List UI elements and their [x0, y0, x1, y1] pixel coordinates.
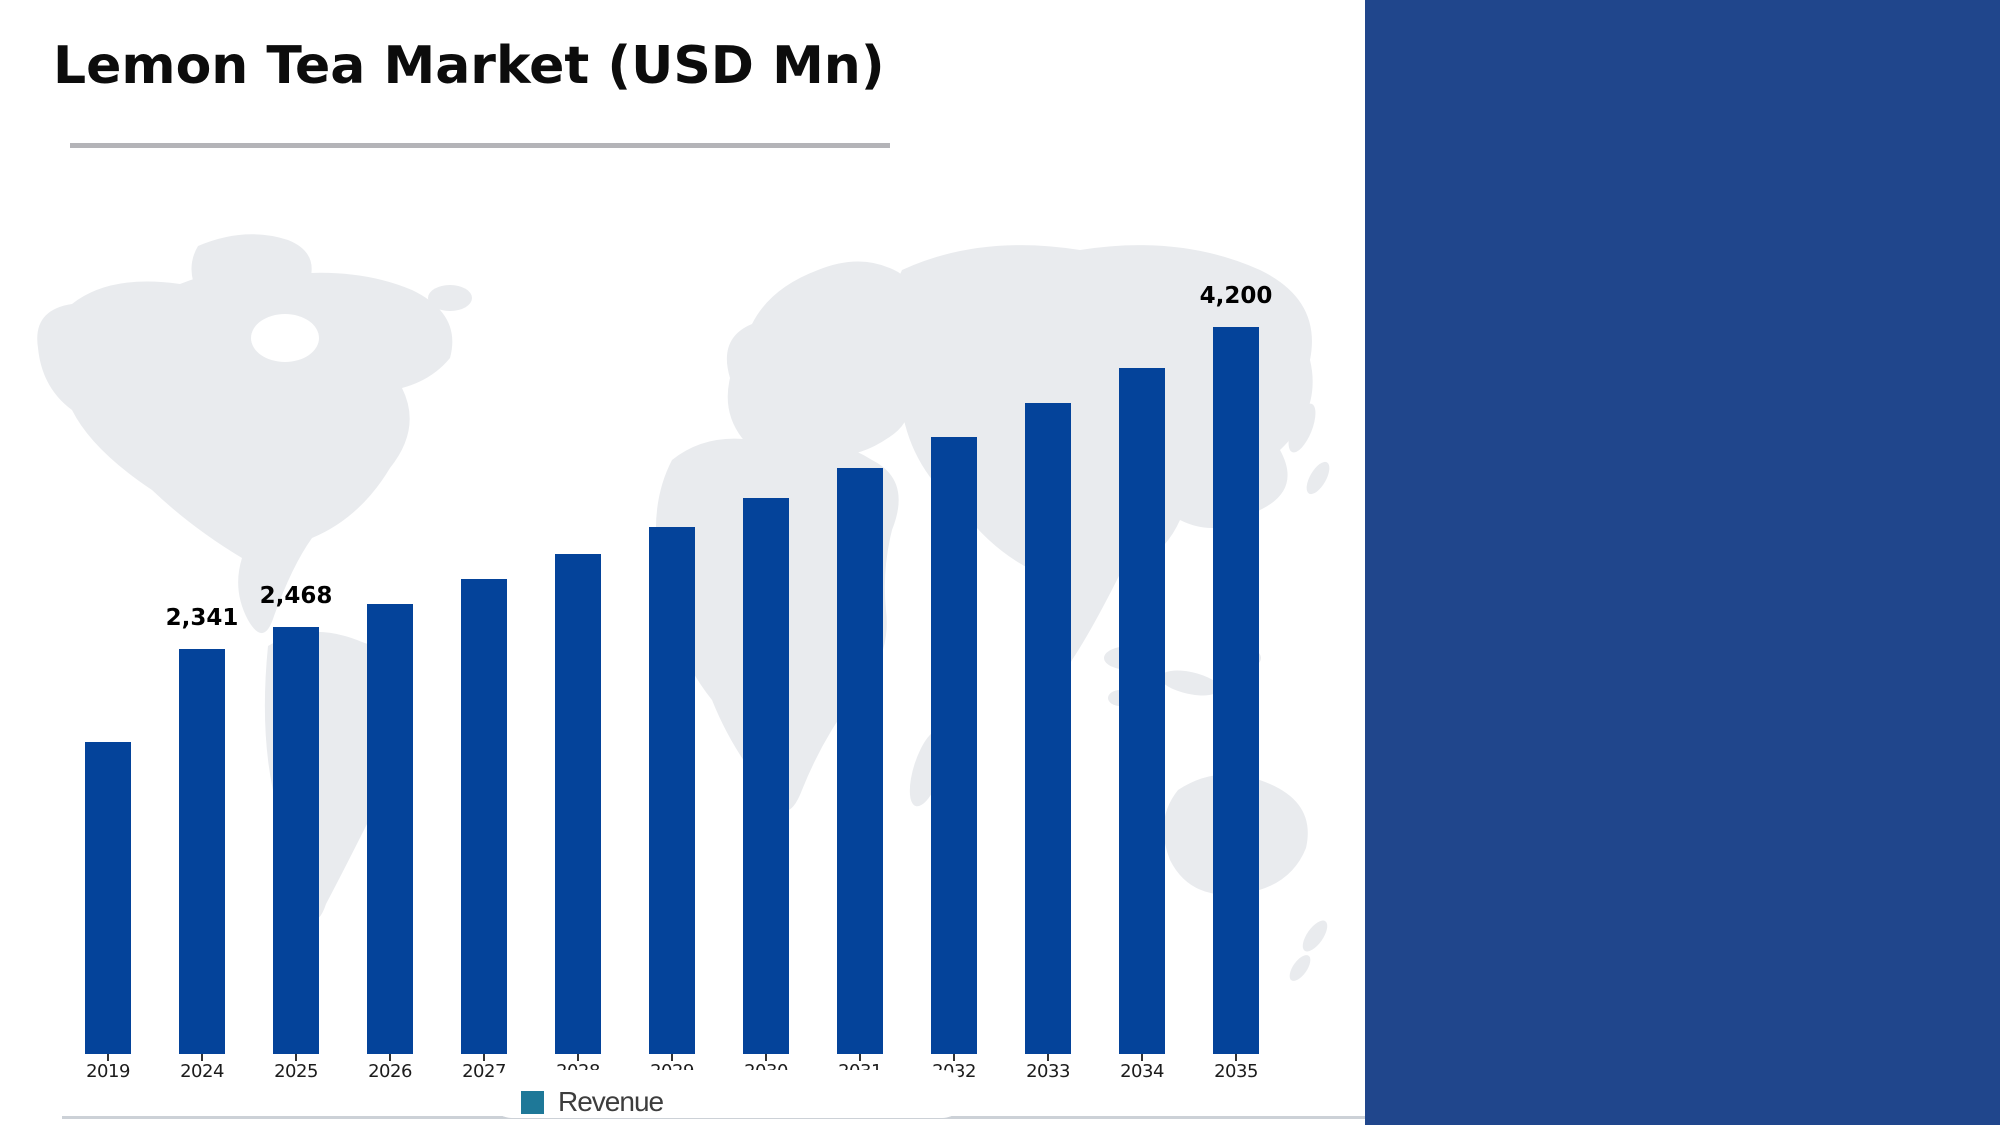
x-axis-label-2025: 2025	[274, 1061, 318, 1082]
bar-plot: 201920242,34120252,468202620272028202920…	[85, 283, 1273, 1082]
x-axis-label-2024: 2024	[180, 1061, 224, 1082]
value-label-2035: 4,200	[1199, 283, 1273, 309]
bar-2029	[649, 527, 695, 1054]
bar-2031	[837, 468, 883, 1054]
x-tick-2027	[483, 1054, 485, 1061]
bar-2026	[367, 604, 413, 1054]
x-axis-label-2034: 2034	[1120, 1061, 1164, 1082]
value-label-2024: 2,341	[165, 605, 239, 631]
x-tick-2028	[577, 1054, 579, 1061]
x-tick-2025	[295, 1054, 297, 1061]
x-tick-2032	[953, 1054, 955, 1061]
x-axis-label-2035: 2035	[1214, 1061, 1258, 1082]
bar-2019	[85, 742, 131, 1054]
bar-2033	[1025, 403, 1071, 1054]
bar-2035	[1213, 327, 1259, 1054]
bar-2025	[273, 627, 319, 1054]
legend-background	[488, 1070, 966, 1118]
bar-2024	[179, 649, 225, 1054]
x-tick-2030	[765, 1054, 767, 1061]
value-label-2025: 2,468	[259, 583, 333, 609]
bar-2034	[1119, 368, 1165, 1054]
bar-2032	[931, 437, 977, 1054]
title-underline	[70, 143, 890, 148]
brand-panel: WISE GUY REPORTS 5.4 % CAGR (2025-2035) …	[1365, 0, 2000, 1125]
x-tick-2031	[859, 1054, 861, 1061]
x-tick-2026	[389, 1054, 391, 1061]
x-tick-2035	[1235, 1054, 1237, 1061]
chart-card: Lemon Tea Market (USD Mn)	[37, 36, 1365, 1119]
x-tick-2024	[201, 1054, 203, 1061]
x-tick-2033	[1047, 1054, 1049, 1061]
chart-title: Lemon Tea Market (USD Mn)	[53, 36, 885, 96]
bar-2028	[555, 554, 601, 1054]
bar-2030	[743, 498, 789, 1054]
x-tick-2034	[1141, 1054, 1143, 1061]
legend-label: Revenue	[558, 1086, 664, 1117]
x-axis-label-2033: 2033	[1026, 1061, 1070, 1082]
x-tick-2029	[671, 1054, 673, 1061]
legend: Revenue	[521, 1086, 664, 1118]
x-axis-label-2019: 2019	[86, 1061, 130, 1082]
bar-2027	[461, 579, 507, 1054]
x-tick-2019	[107, 1054, 109, 1061]
legend-swatch-revenue	[521, 1090, 544, 1114]
x-axis-label-2026: 2026	[368, 1061, 412, 1082]
